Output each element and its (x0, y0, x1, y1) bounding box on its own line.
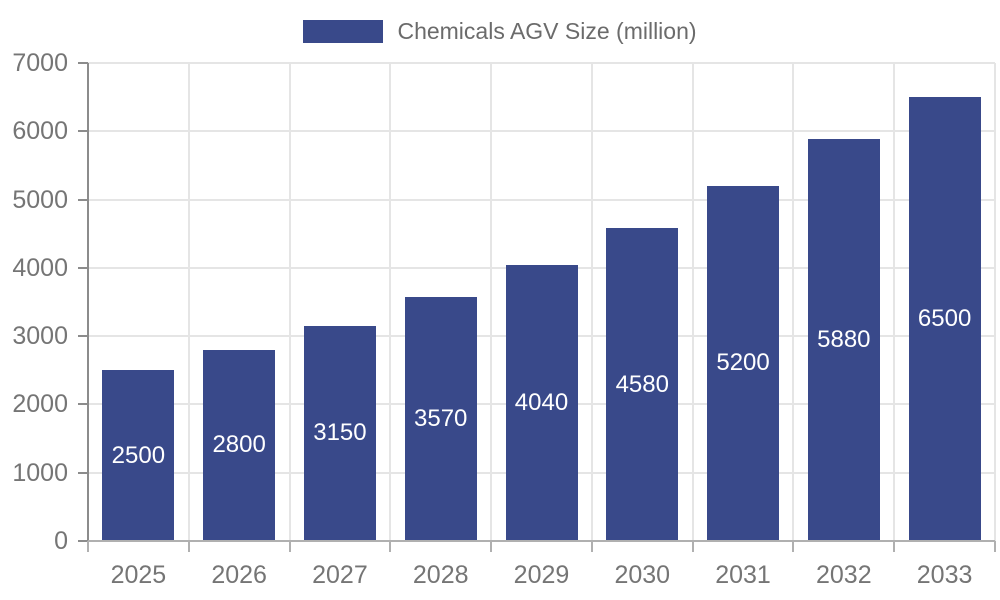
gridline-vertical (792, 63, 795, 541)
bar: 3150 (303, 325, 376, 541)
x-axis-tick (187, 541, 190, 552)
gridline-vertical (994, 63, 996, 541)
bar: 2500 (102, 370, 175, 541)
x-axis-tick (590, 541, 593, 552)
y-tick-label: 6000 (12, 117, 68, 146)
bar-value-label: 2500 (111, 441, 166, 469)
x-tick-label: 2026 (211, 561, 267, 589)
x-axis-tick (792, 541, 795, 552)
bar: 2800 (203, 349, 276, 541)
x-axis-tick (994, 541, 996, 552)
y-tick-label: 4000 (12, 253, 68, 282)
x-tick-label: 2028 (412, 561, 469, 589)
bar-value-label: 4580 (615, 370, 669, 398)
gridline-vertical (288, 63, 291, 541)
y-tick-label: 5000 (12, 185, 68, 214)
y-axis-tick (78, 403, 88, 406)
gridline-horizontal (88, 198, 995, 201)
legend-swatch (303, 19, 384, 43)
y-tick-label: 7000 (12, 49, 68, 77)
y-axis-tick (78, 62, 88, 64)
y-tick-label: 1000 (12, 458, 68, 487)
y-tick-label: 3000 (12, 322, 68, 351)
x-axis-tick (691, 541, 694, 552)
y-axis-tick (78, 540, 88, 542)
x-axis-tick (893, 541, 896, 552)
gridline-vertical (389, 63, 392, 541)
gridline-vertical (691, 63, 694, 541)
legend-label: Chemicals AGV Size (million) (397, 17, 697, 44)
x-axis-tick (389, 541, 392, 552)
x-tick-label: 2030 (614, 561, 671, 589)
x-tick-label: 2027 (312, 561, 368, 589)
y-axis-labels: 0 1000 2000 3000 4000 5000 6000 7000 (0, 0, 78, 600)
x-axis-labels: 2025 2026 2027 2028 2029 2030 2031 2032 2033 (88, 559, 995, 591)
bar-value-label: 3150 (313, 419, 367, 447)
x-tick-label: 2033 (916, 561, 973, 589)
gridline-vertical (490, 63, 493, 541)
x-axis-tick (288, 541, 291, 552)
gridline-horizontal (88, 130, 995, 133)
bar: 4580 (606, 228, 679, 541)
x-axis-line (78, 540, 995, 542)
bar: 5200 (707, 185, 780, 541)
y-axis-line (87, 63, 89, 541)
x-axis-tick (490, 541, 493, 552)
gridline-vertical (893, 63, 896, 541)
bar-value-label: 4040 (514, 389, 569, 417)
gridline-vertical (187, 63, 190, 541)
y-axis-tick (78, 471, 88, 474)
x-tick-label: 2032 (816, 561, 872, 589)
y-axis-tick (78, 130, 88, 133)
y-axis-tick (78, 198, 88, 201)
y-axis-tick (78, 335, 88, 338)
x-tick-label: 2029 (513, 561, 570, 589)
x-tick-label: 2025 (110, 561, 167, 589)
bar: 3570 (404, 297, 477, 541)
y-axis-tick (78, 266, 88, 269)
legend: Chemicals AGV Size (million) (0, 16, 1000, 46)
bar: 5880 (807, 139, 880, 541)
bar-value-label: 5880 (817, 326, 871, 354)
bar-value-label: 2800 (212, 431, 266, 459)
bar: 4040 (505, 265, 578, 541)
plot-area: 2500 2800 3150 3570 4040 4580 5200 5880 6500 (88, 62, 996, 541)
y-tick-label: 2000 (12, 390, 68, 419)
x-tick-label: 2031 (715, 561, 771, 589)
gridline-vertical (590, 63, 593, 541)
gridline-horizontal (88, 62, 995, 64)
bar: 6500 (908, 97, 981, 541)
x-axis-tick (87, 541, 89, 552)
bar-value-label: 5200 (716, 349, 770, 377)
y-tick-label: 0 (54, 527, 68, 555)
bar-value-label: 3570 (414, 405, 468, 433)
bar-value-label: 6500 (917, 305, 972, 333)
